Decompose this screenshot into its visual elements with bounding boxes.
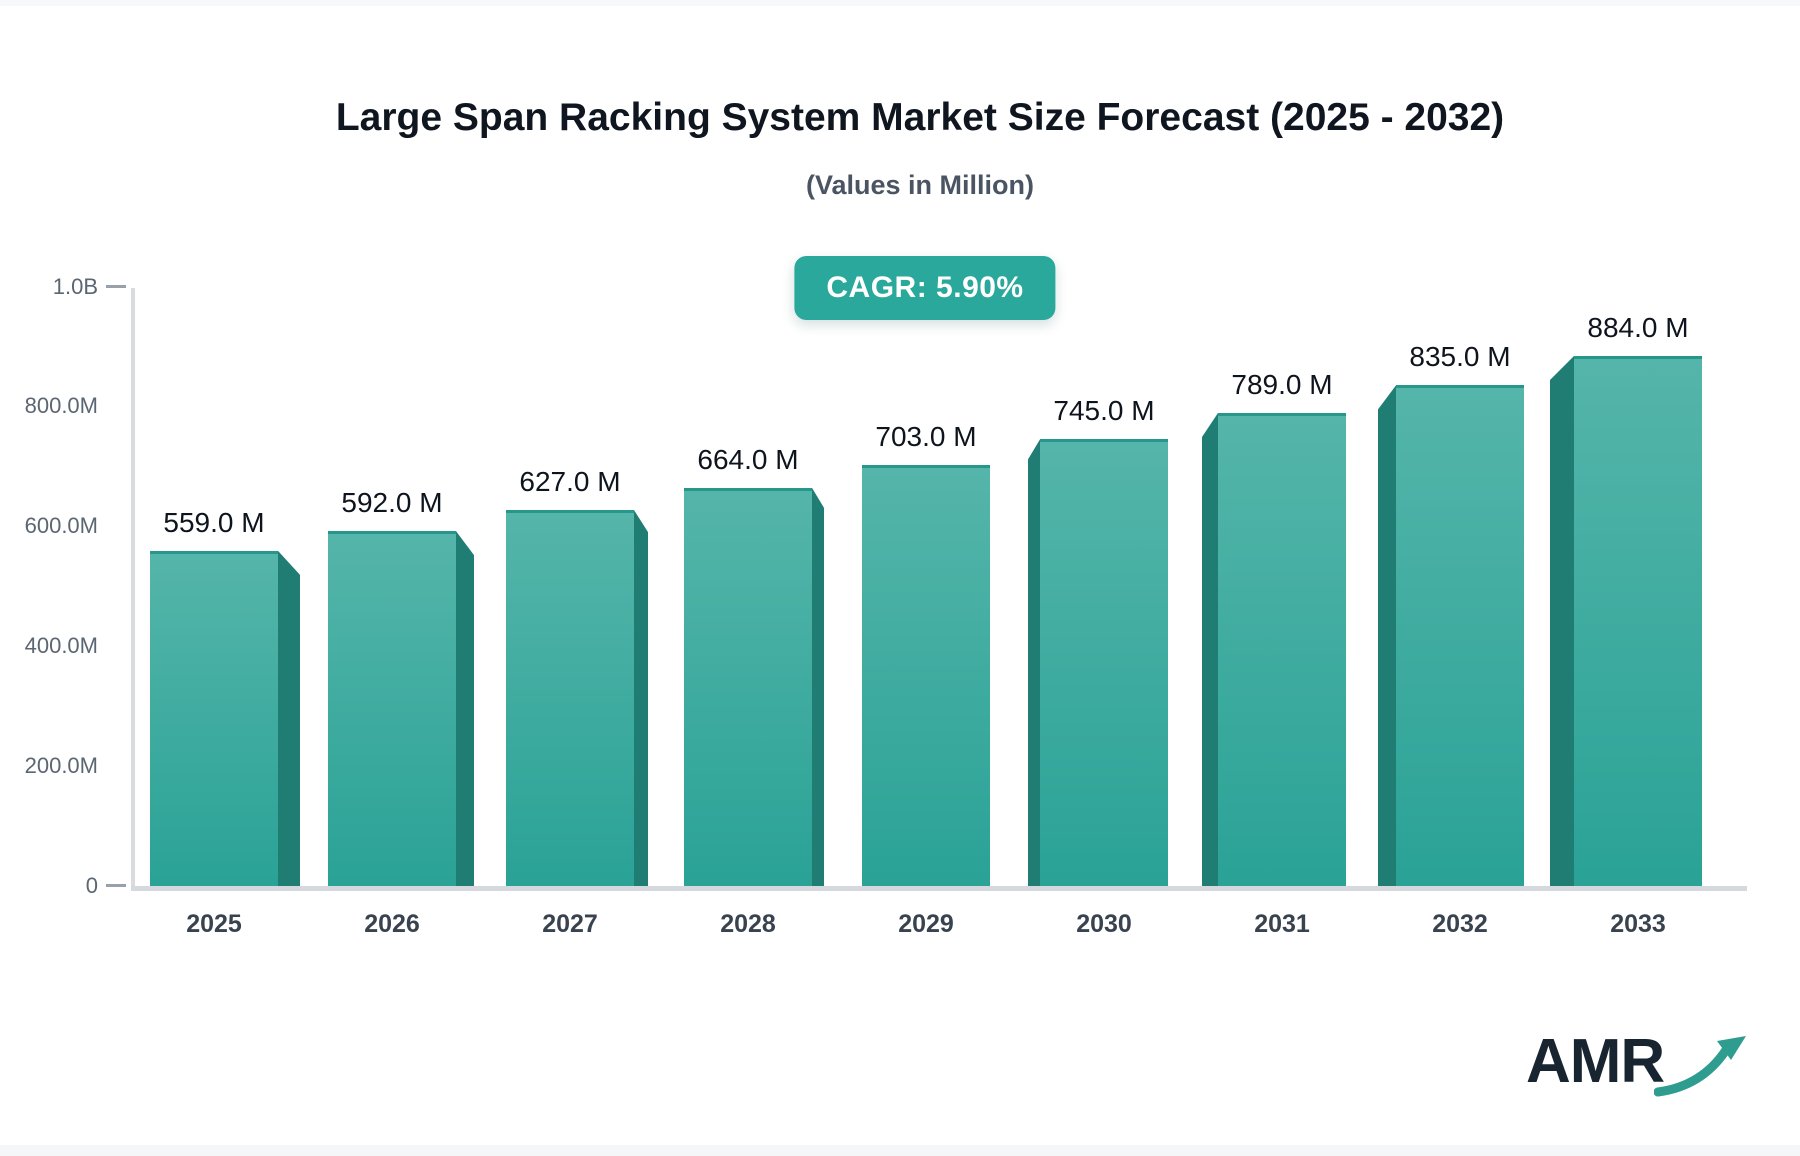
bar-side-2027 [634, 510, 648, 886]
bar-value-label: 664.0 M [697, 443, 799, 475]
chart-subtitle: (Values in Million) [805, 170, 1035, 200]
x-axis-label-2027: 2027 [542, 910, 598, 938]
y-axis-tick [106, 284, 126, 288]
bar-2029[interactable] [862, 464, 990, 886]
bar-side-2031 [1202, 412, 1218, 886]
bar-value-label: 884.0 M [1587, 312, 1689, 344]
top-border-strip [0, 0, 1800, 6]
x-axis-line [131, 886, 1747, 891]
bar-side-2025 [278, 550, 300, 886]
x-axis-label-2026: 2026 [364, 910, 420, 938]
bar-value-label: 592.0 M [341, 487, 443, 519]
bar-side-2033 [1550, 356, 1574, 886]
bar-2027[interactable] [506, 510, 634, 886]
trend-up-arrow-icon [1653, 1032, 1754, 1103]
brand-logo[interactable]: AMR [1526, 1030, 1754, 1103]
x-axis-label-2030: 2030 [1076, 910, 1132, 938]
x-axis-label-2033: 2033 [1610, 910, 1666, 938]
bar-2031[interactable] [1218, 412, 1346, 886]
bar-2026[interactable] [328, 531, 456, 886]
bar-value-label: 745.0 M [1053, 395, 1155, 427]
bar-side-2028 [812, 487, 824, 886]
brand-logo-text: AMR [1526, 1027, 1665, 1096]
x-axis-label-2032: 2032 [1432, 910, 1488, 938]
cagr-badge: CAGR: 5.90% [794, 256, 1056, 320]
bar-side-2032 [1378, 385, 1396, 886]
bar-2033[interactable] [1574, 356, 1702, 886]
y-axis-label: 600.0M [24, 513, 98, 539]
x-axis-label-2031: 2031 [1254, 910, 1310, 938]
x-axis-label-2028: 2028 [720, 910, 776, 938]
bar-value-label: 835.0 M [1409, 341, 1511, 373]
y-axis-label: 0 [85, 873, 98, 898]
bar-value-label: 789.0 M [1231, 368, 1333, 400]
bar-value-label: 627.0 M [519, 466, 621, 498]
chart-title: Large Span Racking System Market Size Fo… [335, 96, 1505, 139]
bar-2030[interactable] [1040, 439, 1168, 886]
x-axis-label-2025: 2025 [186, 910, 242, 938]
bottom-border-strip [0, 1145, 1800, 1156]
bar-2028[interactable] [684, 487, 812, 886]
bar-2032[interactable] [1396, 385, 1524, 886]
bar-side-2030 [1028, 439, 1040, 886]
y-axis-label: 800.0M [24, 393, 98, 419]
x-axis-label-2029: 2029 [898, 910, 954, 938]
y-axis-tick [106, 884, 126, 887]
bar-value-label: 703.0 M [875, 420, 977, 452]
bar-side-2026 [456, 531, 474, 886]
y-axis-line [131, 288, 135, 890]
y-axis-label: 400.0M [24, 633, 98, 659]
y-axis-label: 200.0M [24, 753, 98, 779]
bar-2025[interactable] [150, 550, 278, 886]
bar-value-label: 559.0 M [163, 506, 265, 538]
y-axis-label: 1.0B [52, 273, 98, 299]
